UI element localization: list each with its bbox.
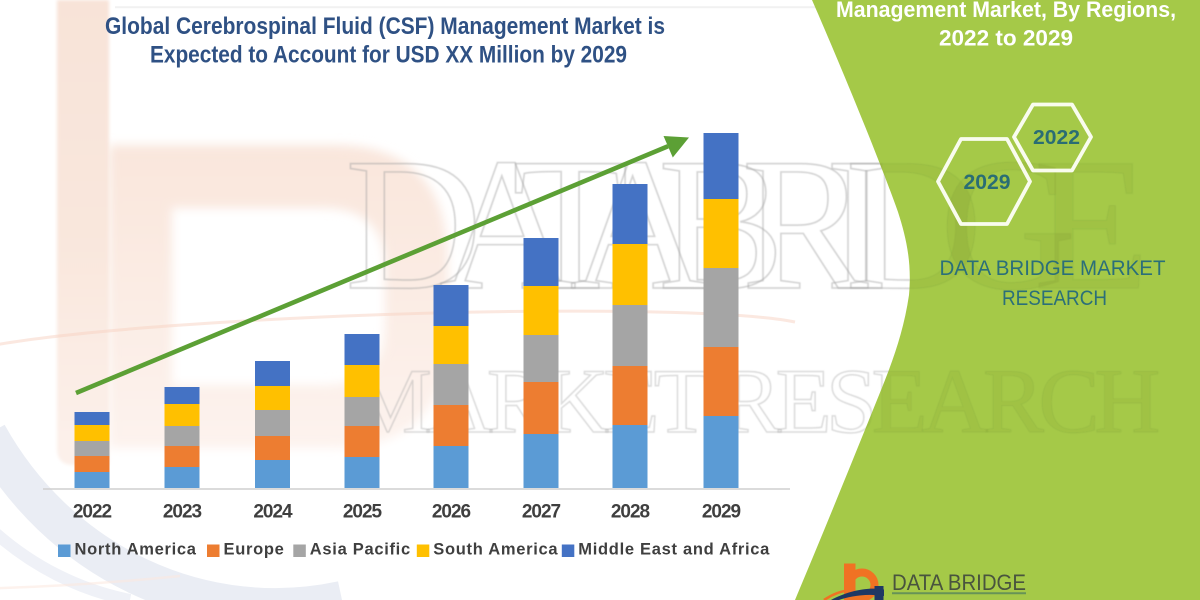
svg-text:Europe: Europe <box>224 541 285 559</box>
svg-text:2022: 2022 <box>1033 127 1080 149</box>
svg-text:North America: North America <box>75 541 197 559</box>
svg-text:Management Market, By Regions,: Management Market, By Regions, <box>836 0 1176 22</box>
svg-text:Global Cerebrospinal Fluid (CS: Global Cerebrospinal Fluid (CSF) Managem… <box>105 13 665 40</box>
svg-text:2022: 2022 <box>73 502 112 523</box>
svg-text:2022 to 2029: 2022 to 2029 <box>939 26 1073 51</box>
svg-text:2027: 2027 <box>522 502 561 523</box>
svg-text:2024: 2024 <box>253 502 293 523</box>
svg-text:DATA BRIDGE MARKET: DATA BRIDGE MARKET <box>940 257 1166 280</box>
svg-text:Middle East and Africa: Middle East and Africa <box>578 541 770 559</box>
svg-text:DATA BRIDGE: DATA BRIDGE <box>892 570 1026 595</box>
svg-text:RESEARCH: RESEARCH <box>1002 287 1107 310</box>
svg-text:South America: South America <box>433 541 558 559</box>
svg-text:2029: 2029 <box>964 170 1011 194</box>
svg-text:Asia Pacific: Asia Pacific <box>310 541 411 559</box>
svg-text:2029: 2029 <box>702 502 741 523</box>
svg-text:Expected to Account for USD XX: Expected to Account for USD XX Million b… <box>150 42 627 69</box>
svg-text:2028: 2028 <box>611 502 650 523</box>
svg-text:2026: 2026 <box>432 502 471 523</box>
svg-text:2023: 2023 <box>163 502 202 523</box>
svg-text:2025: 2025 <box>343 502 383 523</box>
svg-text:MARKET RESEARCH: MARKET RESEARCH <box>892 597 1065 600</box>
